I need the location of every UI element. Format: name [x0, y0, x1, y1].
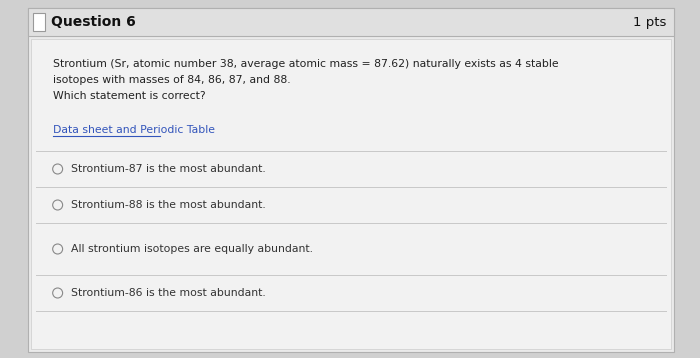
FancyBboxPatch shape	[33, 13, 45, 31]
Text: 1 pts: 1 pts	[633, 15, 666, 29]
Text: Strontium-86 is the most abundant.: Strontium-86 is the most abundant.	[71, 288, 265, 298]
FancyBboxPatch shape	[31, 39, 671, 349]
Text: Strontium (Sr, atomic number 38, average atomic mass = 87.62) naturally exists a: Strontium (Sr, atomic number 38, average…	[52, 59, 559, 69]
Text: Strontium-87 is the most abundant.: Strontium-87 is the most abundant.	[71, 164, 265, 174]
Text: All strontium isotopes are equally abundant.: All strontium isotopes are equally abund…	[71, 244, 313, 254]
FancyBboxPatch shape	[28, 8, 674, 36]
FancyBboxPatch shape	[28, 8, 674, 352]
Text: Which statement is correct?: Which statement is correct?	[52, 91, 205, 101]
Text: Question 6: Question 6	[50, 15, 135, 29]
Text: isotopes with masses of 84, 86, 87, and 88.: isotopes with masses of 84, 86, 87, and …	[52, 75, 290, 85]
Text: Strontium-88 is the most abundant.: Strontium-88 is the most abundant.	[71, 200, 265, 210]
Text: Data sheet and Periodic Table: Data sheet and Periodic Table	[52, 125, 215, 135]
